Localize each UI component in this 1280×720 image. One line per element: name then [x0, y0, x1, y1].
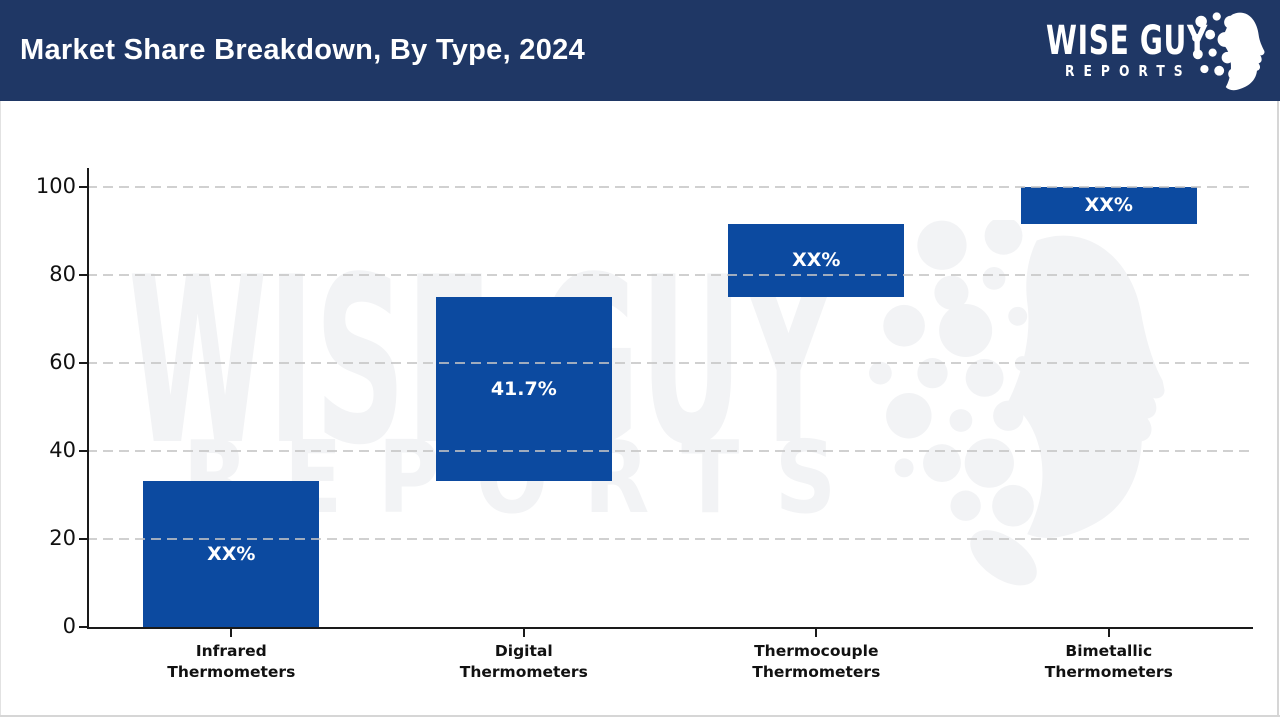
gridline-80: [87, 274, 1253, 276]
logo-head-profile-icon: [1192, 12, 1265, 91]
x-tick-3: [815, 629, 818, 637]
plot-area: XX% 41.7% XX% XX% 0 20 40 60 80 100 Infrared Thermo…: [0, 101, 1280, 716]
y-tick-60: [79, 362, 88, 364]
bar-value-label: XX%: [792, 249, 841, 272]
frame-border-left: [0, 101, 1, 717]
gridline-40: [87, 450, 1253, 452]
y-tick-label-60: 60: [49, 350, 76, 374]
header-bar: Market Share Breakdown, By Type, 2024 WI…: [0, 0, 1280, 101]
y-tick-80: [79, 274, 88, 276]
y-tick-label-100: 100: [35, 174, 76, 198]
y-tick-100: [79, 186, 88, 188]
y-tick-40: [79, 450, 88, 452]
wise-guy-reports-logo: WISE GUY REPORTS: [1018, 0, 1268, 101]
bar-bimetallic-thermometers: XX%: [1020, 187, 1197, 224]
bar-value-label: 41.7%: [490, 377, 557, 400]
y-tick-label-40: 40: [49, 438, 76, 462]
y-tick-label-0: 0: [62, 614, 76, 638]
gridline-20: [87, 538, 1253, 540]
logo-wordmark: WISE GUY: [1046, 18, 1208, 64]
bar-value-label: XX%: [207, 542, 256, 565]
y-axis-line: [87, 168, 89, 629]
bar-digital-thermometers: 41.7%: [435, 297, 612, 481]
y-tick-label-20: 20: [49, 526, 76, 550]
gridline-60: [87, 362, 1253, 364]
x-tick-4: [1107, 629, 1110, 637]
bar-value-label: XX%: [1084, 194, 1133, 217]
x-category-label: Infrared Thermometers: [167, 642, 296, 681]
x-category-label: Thermocouple Thermometers: [752, 642, 881, 681]
x-tick-2: [522, 629, 525, 637]
frame-border-bottom: [0, 715, 1280, 717]
y-tick-20: [79, 538, 88, 540]
x-category-label: Bimetallic Thermometers: [1044, 642, 1173, 681]
y-tick-label-80: 80: [49, 262, 76, 286]
bar-thermocouple-thermometers: XX%: [728, 223, 905, 297]
frame-border-right: [1277, 101, 1279, 717]
x-axis-line: [87, 627, 1253, 629]
logo-subtext: REPORTS: [1065, 62, 1192, 80]
x-tick-1: [230, 629, 233, 637]
x-category-label: Digital Thermometers: [459, 642, 588, 681]
page-title: Market Share Breakdown, By Type, 2024: [20, 34, 586, 66]
y-tick-0: [79, 626, 88, 628]
gridline-100: [87, 186, 1253, 188]
bar-infrared-thermometers: XX%: [143, 480, 320, 627]
